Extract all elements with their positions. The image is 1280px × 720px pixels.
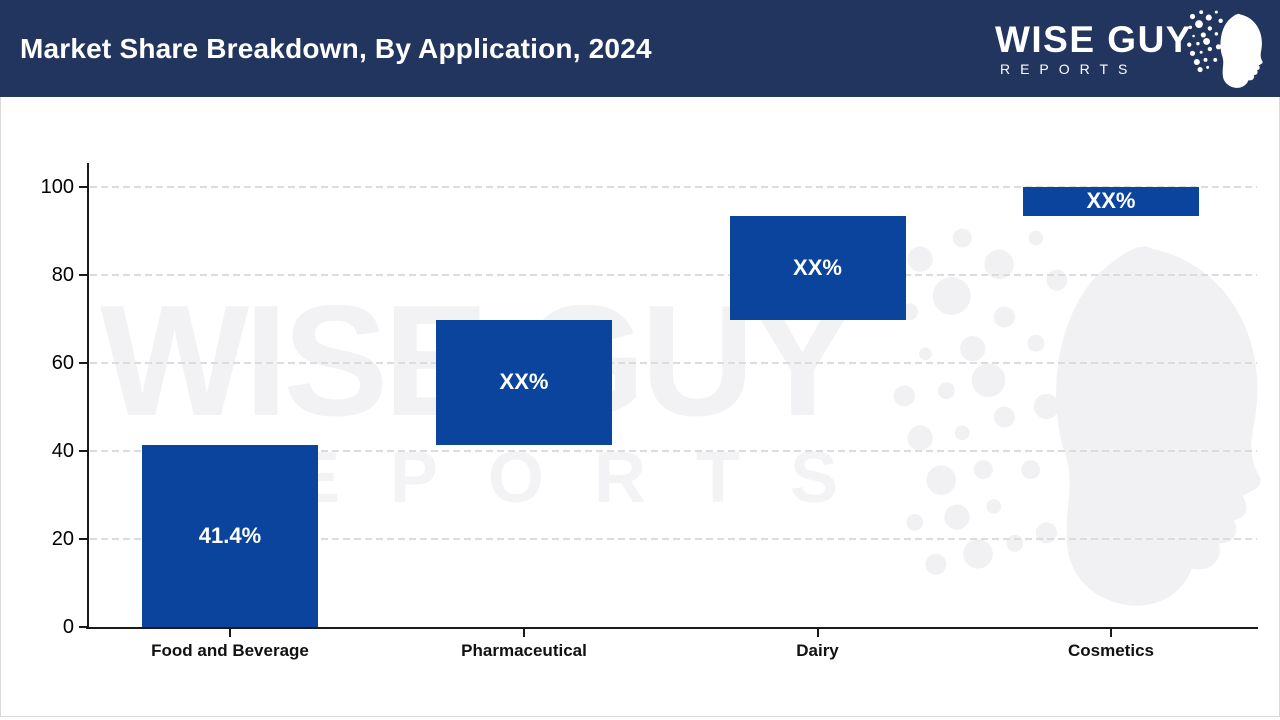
- x-tick-label-food-and-beverage: Food and Beverage: [151, 641, 309, 660]
- gridline-100: [90, 186, 1257, 188]
- x-tick-food-and-beverage: [229, 629, 231, 637]
- y-tick-20: [79, 538, 87, 540]
- logo-wordmark: WISE GUY: [994, 19, 1192, 60]
- bar-dairy: XX%: [729, 215, 906, 320]
- x-tick-label-pharmaceutical: Pharmaceutical: [461, 641, 587, 660]
- x-tick-pharmaceutical: [523, 629, 525, 637]
- y-tick-60: [79, 362, 87, 364]
- logo-subtext: REPORTS: [999, 61, 1138, 77]
- y-tick-label-60: 60: [51, 352, 74, 374]
- bar-cosmetics: XX%: [1023, 187, 1199, 216]
- watermark-head-icon: [893, 228, 1261, 606]
- bar-value-label: XX%: [499, 369, 549, 395]
- y-tick-label-80: 80: [51, 264, 74, 286]
- y-tick-label-40: 40: [51, 440, 74, 462]
- x-tick-dairy: [816, 629, 819, 637]
- x-tick-label-dairy: Dairy: [796, 641, 839, 660]
- watermark: WISE GUY REPORTS: [0, 97, 1280, 716]
- x-tick-label-cosmetics: Cosmetics: [1068, 641, 1154, 660]
- y-tick-100: [79, 186, 87, 188]
- y-axis-line: [87, 163, 89, 629]
- chart-title: Market Share Breakdown, By Application, …: [20, 32, 652, 64]
- gridline-20: [90, 538, 1257, 540]
- gridline-80: [90, 274, 1257, 276]
- bar-value-label: XX%: [1086, 188, 1136, 214]
- x-axis-line: [86, 627, 1258, 629]
- x-tick-cosmetics: [1110, 629, 1112, 637]
- y-tick-label-20: 20: [51, 528, 74, 550]
- bar-food-and-beverage: 41.4%: [142, 444, 318, 627]
- wise-guy-reports-logo: WISE GUY REPORTS: [995, 6, 1264, 92]
- y-tick-0: [79, 626, 87, 628]
- y-tick-label-100: 100: [40, 176, 74, 198]
- y-tick-40: [79, 450, 87, 452]
- y-tick-80: [79, 274, 87, 276]
- gridline-40: [90, 450, 1257, 452]
- logo-text: WISE GUY REPORTS: [995, 21, 1192, 77]
- bar-value-label: 41.4%: [198, 522, 262, 548]
- header-bar: Market Share Breakdown, By Application, …: [0, 0, 1280, 97]
- logo-head-icon: [1187, 10, 1263, 88]
- y-tick-label-0: 0: [62, 616, 74, 638]
- bar-pharmaceutical: XX%: [436, 319, 612, 445]
- bar-value-label: XX%: [793, 254, 842, 280]
- gridline-60: [90, 362, 1257, 364]
